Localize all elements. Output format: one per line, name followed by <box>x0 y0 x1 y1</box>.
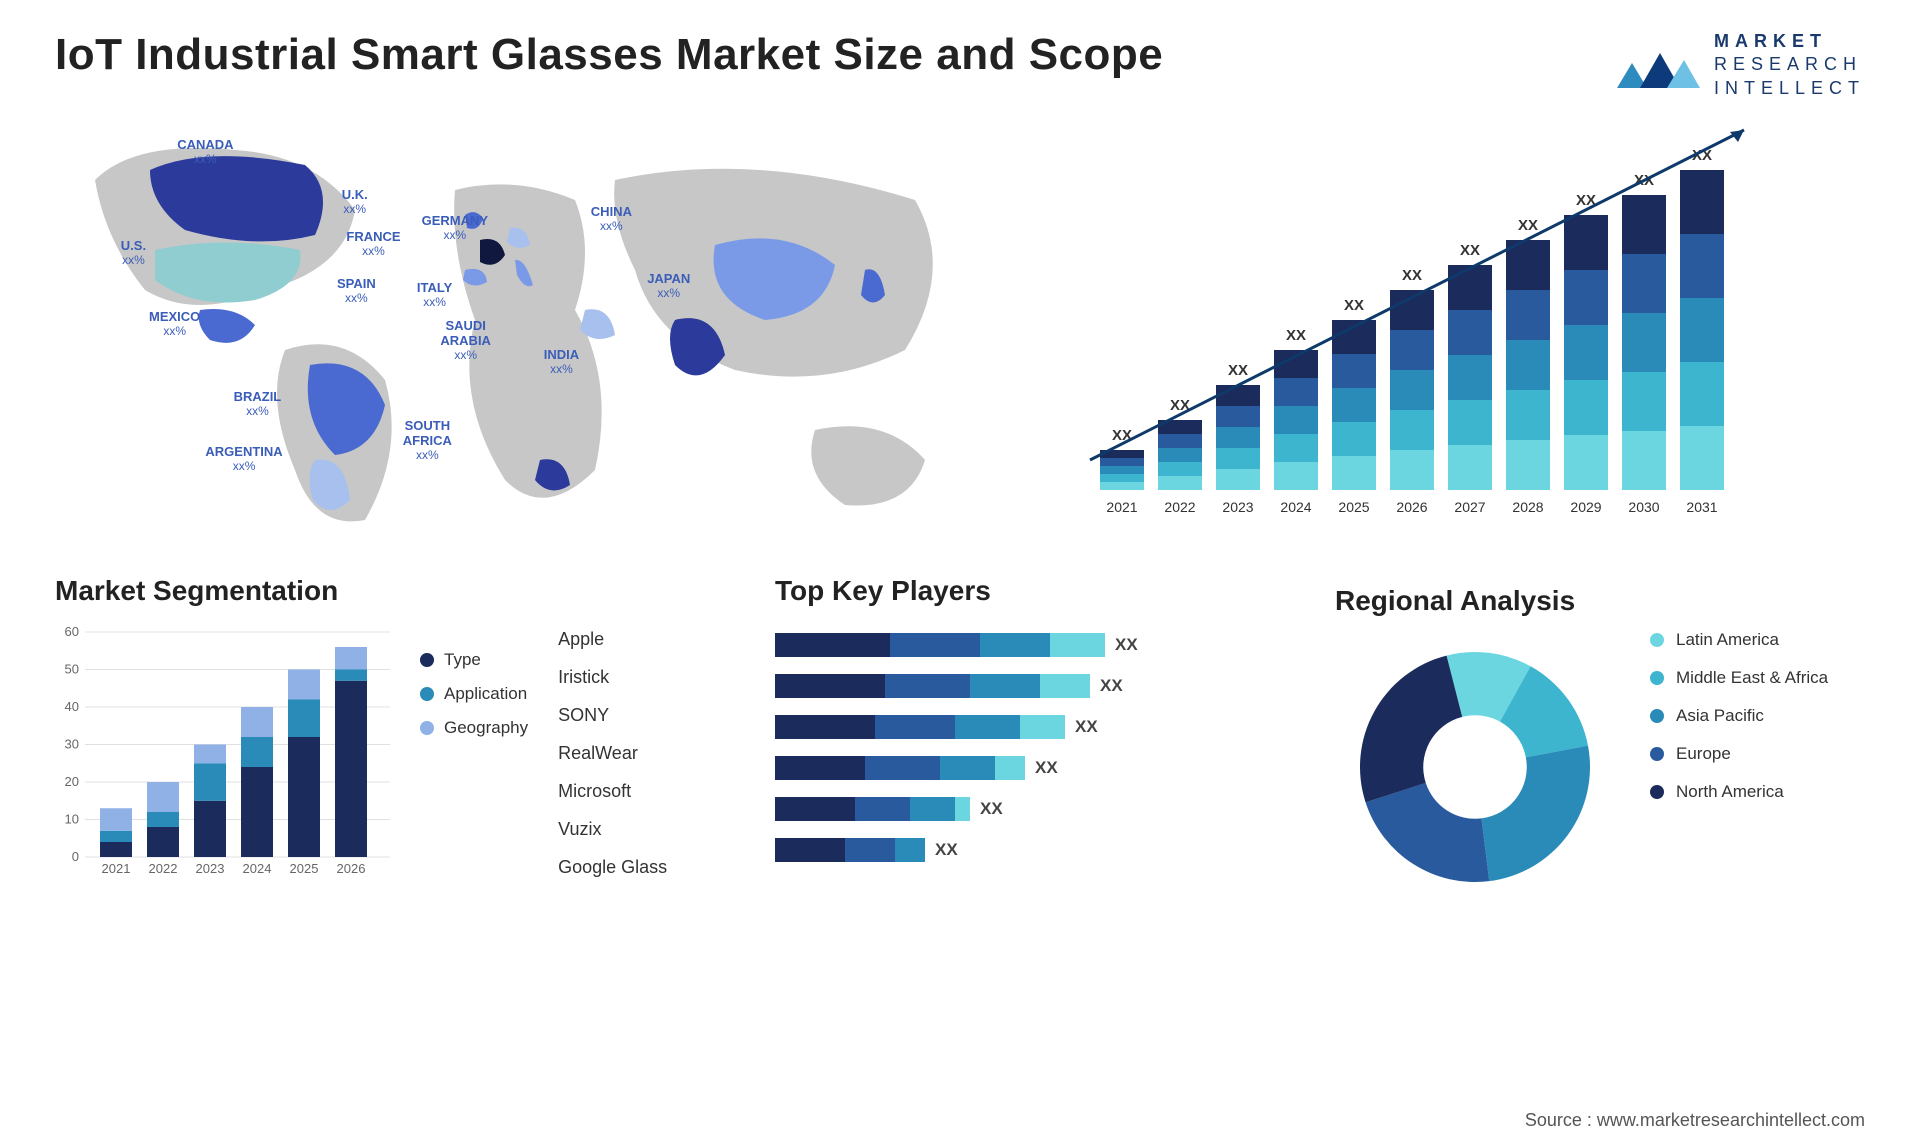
svg-text:XX: XX <box>1344 297 1364 314</box>
svg-text:XX: XX <box>1518 217 1538 234</box>
region-legend: Latin America Middle East & Africa Asia Pa… <box>1650 575 1865 897</box>
svg-text:2031: 2031 <box>1686 499 1717 515</box>
country-label: BRAZILxx% <box>234 389 282 418</box>
player-row: XX <box>775 627 1305 663</box>
company-item: SONY <box>558 699 667 732</box>
svg-text:2024: 2024 <box>243 861 272 876</box>
region-legend-item: Asia Pacific <box>1650 706 1865 726</box>
country-label: GERMANYxx% <box>422 213 488 242</box>
country-label: CHINAxx% <box>591 204 632 233</box>
svg-text:2029: 2029 <box>1570 499 1601 515</box>
company-item: Microsoft <box>558 775 667 808</box>
company-list: Apple Iristick SONY RealWear Microsoft Vuzix G… <box>558 575 667 897</box>
main-chart-svg: XX2021XX2022XX2023XX2024XX2025XX2026XX20… <box>1035 120 1865 540</box>
svg-text:60: 60 <box>65 624 79 639</box>
svg-text:2022: 2022 <box>1164 499 1195 515</box>
country-label: MEXICOxx% <box>149 309 200 338</box>
svg-text:2028: 2028 <box>1512 499 1543 515</box>
player-row: XX <box>775 750 1305 786</box>
brand-logo: MARKET RESEARCH INTELLECT <box>1612 30 1865 100</box>
svg-text:0: 0 <box>72 849 79 864</box>
country-label: ARGENTINAxx% <box>205 444 282 473</box>
country-label: JAPANxx% <box>647 271 690 300</box>
legend-item: Type <box>420 650 528 670</box>
company-item: RealWear <box>558 737 667 770</box>
legend-item: Application <box>420 684 528 704</box>
country-label: FRANCExx% <box>346 229 400 258</box>
svg-text:2022: 2022 <box>149 861 178 876</box>
segmentation-legend: Type Application Geography <box>420 575 528 897</box>
svg-text:2027: 2027 <box>1454 499 1485 515</box>
svg-text:40: 40 <box>65 699 79 714</box>
page-title: IoT Industrial Smart Glasses Market Size… <box>55 30 1163 80</box>
logo-text: MARKET RESEARCH INTELLECT <box>1714 30 1865 100</box>
svg-text:2030: 2030 <box>1628 499 1659 515</box>
svg-text:2025: 2025 <box>290 861 319 876</box>
svg-text:20: 20 <box>65 774 79 789</box>
svg-text:2025: 2025 <box>1338 499 1369 515</box>
player-row: XX <box>775 832 1305 868</box>
country-label: ITALYxx% <box>417 280 452 309</box>
country-label: SOUTHAFRICAxx% <box>403 418 452 462</box>
region-legend-item: Latin America <box>1650 630 1865 650</box>
svg-text:2023: 2023 <box>1222 499 1253 515</box>
svg-text:2021: 2021 <box>1106 499 1137 515</box>
main-growth-chart: XX2021XX2022XX2023XX2024XX2025XX2026XX20… <box>1035 120 1865 540</box>
legend-item: Geography <box>420 718 528 738</box>
svg-text:2023: 2023 <box>196 861 225 876</box>
svg-text:2026: 2026 <box>1396 499 1427 515</box>
company-item: Vuzix <box>558 813 667 846</box>
players-chart: XX XX XX XX XX XX <box>775 622 1305 868</box>
region-legend-item: Middle East & Africa <box>1650 668 1865 688</box>
player-row: XX <box>775 791 1305 827</box>
country-label: INDIAxx% <box>544 347 579 376</box>
region-legend-item: Europe <box>1650 744 1865 764</box>
country-label: U.K.xx% <box>342 187 368 216</box>
country-label: SAUDIARABIAxx% <box>440 318 491 362</box>
svg-text:XX: XX <box>1286 327 1306 344</box>
svg-text:10: 10 <box>65 812 79 827</box>
regional-title: Regional Analysis <box>1335 585 1625 617</box>
segmentation-chart: 0 10 20 30 40 50 60 2021 2022 2023 2024 2025 2026 <box>55 622 400 882</box>
svg-text:2024: 2024 <box>1280 499 1311 515</box>
logo-icon <box>1612 38 1702 93</box>
region-legend-item: North America <box>1650 782 1865 802</box>
player-row: XX <box>775 668 1305 704</box>
svg-text:XX: XX <box>1460 242 1480 259</box>
country-label: SPAINxx% <box>337 276 376 305</box>
company-item: Google Glass <box>558 851 667 884</box>
source-attribution: Source : www.marketresearchintellect.com <box>1525 1110 1865 1131</box>
svg-text:50: 50 <box>65 662 79 677</box>
svg-text:2021: 2021 <box>102 861 131 876</box>
company-item: Apple <box>558 623 667 656</box>
world-map: CANADAxx% U.S.xx% MEXICOxx% BRAZILxx% ARGENT… <box>55 120 995 540</box>
segmentation-title: Market Segmentation <box>55 575 400 607</box>
player-row: XX <box>775 709 1305 745</box>
country-label: U.S.xx% <box>121 238 146 267</box>
company-item: Iristick <box>558 661 667 694</box>
donut-chart <box>1335 632 1615 892</box>
svg-text:XX: XX <box>1228 362 1248 379</box>
svg-text:XX: XX <box>1402 267 1422 284</box>
players-title: Top Key Players <box>775 575 1305 607</box>
svg-text:30: 30 <box>65 737 79 752</box>
country-label: CANADAxx% <box>177 137 233 166</box>
svg-text:2026: 2026 <box>337 861 366 876</box>
